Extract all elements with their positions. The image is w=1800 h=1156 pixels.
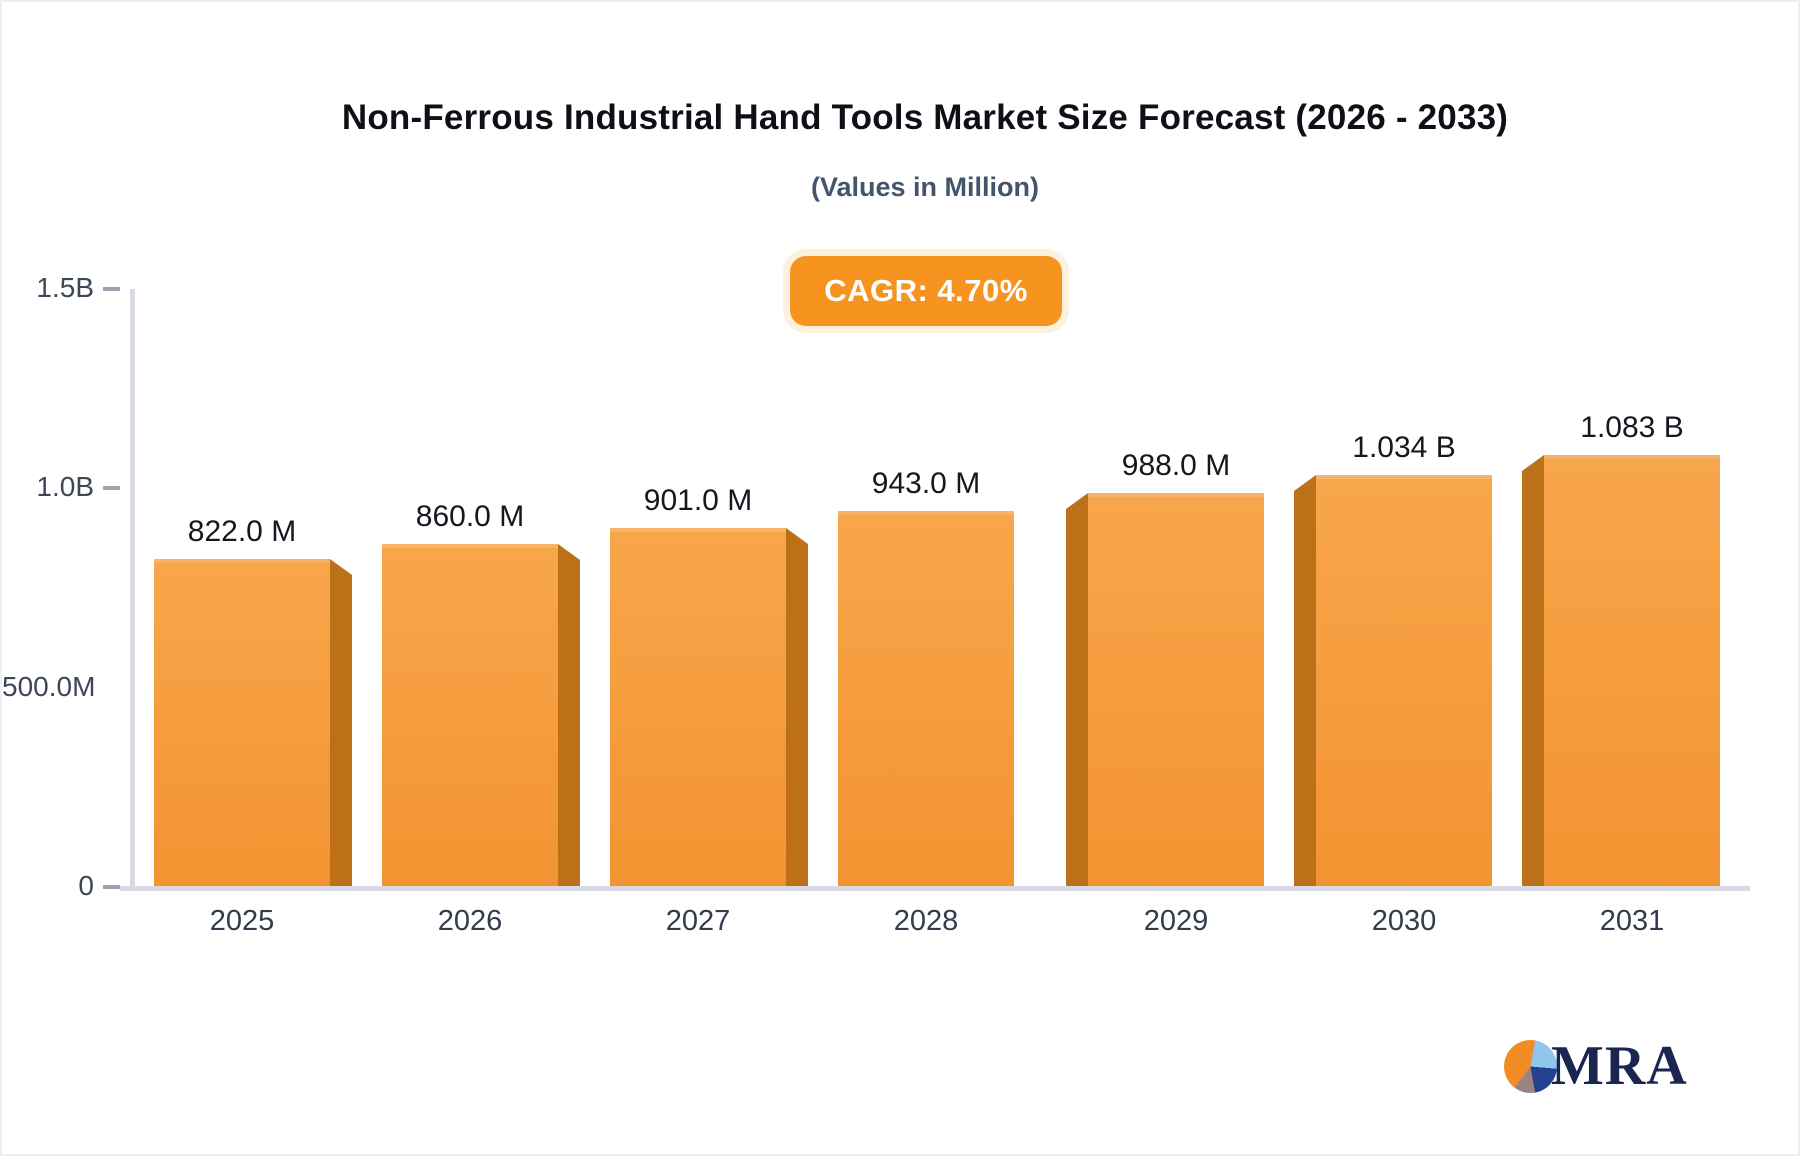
x-tick-label: 2031 (1599, 905, 1665, 937)
bar-3d-side (1066, 493, 1088, 888)
bar (610, 528, 786, 888)
bar (1316, 475, 1492, 888)
x-tick-label: 2028 (893, 905, 959, 937)
chart-subtitle: (Values in Million) (810, 172, 1040, 202)
bar-value-label: 822.0 M (187, 515, 297, 548)
bar-3d-side (1522, 455, 1544, 888)
bar (1544, 455, 1720, 888)
logo-text: MRA (1551, 1035, 1688, 1097)
bar-3d-side (558, 544, 580, 888)
x-tick-label: 2025 (209, 905, 275, 937)
y-tick-label: 1.5B (36, 272, 94, 303)
bar-value-label: 1.083 B (1580, 411, 1684, 444)
bar-value-label: 901.0 M (643, 484, 753, 517)
bar-3d-side (786, 528, 808, 888)
bar-value-label: 1.034 B (1352, 431, 1456, 464)
pie-chart-logo-icon (1504, 1039, 1557, 1093)
x-axis-line (120, 886, 1750, 891)
x-tick-label: 2027 (665, 905, 731, 937)
x-tick-label: 2029 (1143, 905, 1209, 937)
y-tick-label: 1.0B (36, 471, 94, 503)
bar-value-label: 988.0 M (1121, 449, 1231, 482)
y-axis-line (130, 289, 135, 891)
y-tick-dash (103, 486, 120, 491)
x-tick-label: 2026 (437, 905, 503, 937)
bar (838, 511, 1014, 888)
y-tick-label: 500.0M (2, 670, 96, 702)
bar-value-label: 943.0 M (871, 467, 981, 500)
bar-3d-side (330, 559, 352, 888)
y-tick-label: 0 (78, 870, 94, 901)
bar (382, 544, 558, 888)
bar-3d-side (1294, 475, 1316, 888)
bar (1088, 493, 1264, 888)
cagr-badge: CAGR: 4.70% (790, 256, 1062, 326)
mra-logo: MRA (1504, 1038, 1688, 1094)
y-tick-dash (103, 287, 120, 291)
chart-title: Non-Ferrous Industrial Hand Tools Market… (341, 98, 1509, 137)
bar-value-label: 860.0 M (415, 500, 525, 533)
y-tick-dash (103, 885, 120, 889)
x-tick-label: 2030 (1371, 905, 1437, 937)
bar (154, 559, 330, 888)
